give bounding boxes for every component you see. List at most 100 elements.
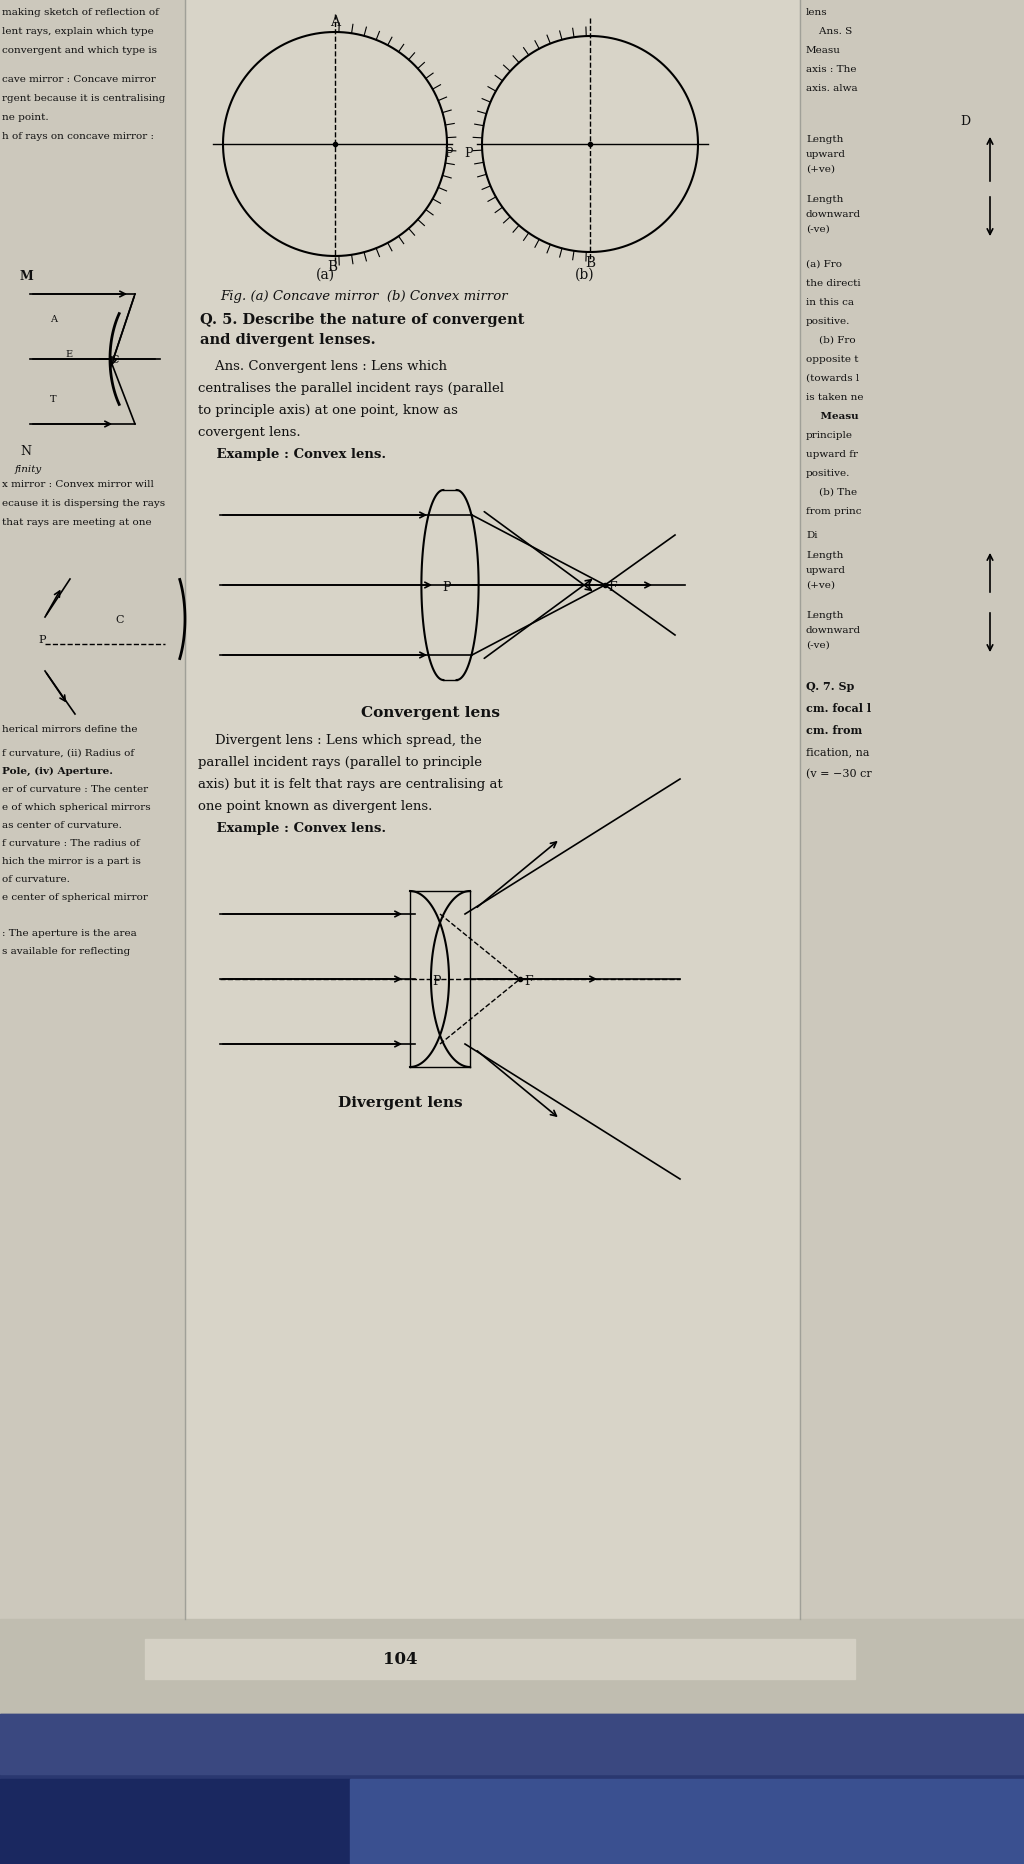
Bar [145,1638,855,1679]
Text: cave mirror : Concave mirror: cave mirror : Concave mirror [2,75,156,84]
Bar [800,0,1024,1620]
Text: rgent because it is centralising: rgent because it is centralising [2,93,165,103]
Text: (b) The: (b) The [806,488,857,496]
Text: Divergent lens : Lens which spread, the: Divergent lens : Lens which spread, the [198,734,481,747]
Text: T: T [50,395,56,404]
Text: D: D [961,116,970,129]
Text: as center of curvature.: as center of curvature. [2,820,122,829]
Text: Di: Di [806,531,817,541]
Bar [350,1778,1024,1864]
Text: A: A [50,315,57,324]
Text: downward: downward [806,211,861,218]
Text: lent rays, explain which type: lent rays, explain which type [2,26,154,35]
Text: lens: lens [806,7,827,17]
Text: C: C [110,354,119,365]
Bar [0,1715,1024,1775]
Text: h of rays on concave mirror :: h of rays on concave mirror : [2,132,154,142]
Text: s available for reflecting: s available for reflecting [2,947,130,956]
Text: (+ve): (+ve) [806,164,835,173]
Text: N: N [20,445,31,459]
Text: positive.: positive. [806,317,850,326]
Text: : The aperture is the area: : The aperture is the area [2,928,137,938]
Text: principle: principle [806,431,853,440]
Text: (a) Fro: (a) Fro [806,259,842,268]
Text: opposite t: opposite t [806,354,858,363]
Text: finity: finity [15,464,42,473]
Text: axis. alwa: axis. alwa [806,84,858,93]
Text: F: F [608,582,616,593]
Bar [0,1715,1024,1864]
Text: of curvature.: of curvature. [2,874,70,884]
Text: Example : Convex lens.: Example : Convex lens. [198,447,386,460]
Text: Convergent lens: Convergent lens [360,706,500,720]
Text: e of which spherical mirrors: e of which spherical mirrors [2,803,151,811]
Text: (b): (b) [575,268,595,281]
Bar [0,0,185,1620]
Text: Ans. S: Ans. S [806,26,852,35]
Text: P: P [444,147,453,160]
Text: (-ve): (-ve) [806,226,829,233]
Bar [0,1778,350,1864]
Text: Length: Length [806,550,844,559]
Text: (b) Fro: (b) Fro [806,336,856,345]
Text: 104: 104 [383,1650,417,1666]
Text: is taken ne: is taken ne [806,393,863,403]
Text: Measu: Measu [806,47,841,54]
Text: Divergent lens: Divergent lens [338,1096,462,1109]
Text: covergent lens.: covergent lens. [198,425,301,438]
Text: Length: Length [806,196,844,203]
Text: A: A [330,15,340,30]
Text: downward: downward [806,626,861,634]
Text: upward: upward [806,149,846,158]
Text: P: P [432,975,440,988]
Text: that rays are meeting at one: that rays are meeting at one [2,518,152,528]
Text: one point known as divergent lens.: one point known as divergent lens. [198,800,432,813]
Text: centralises the parallel incident rays (parallel: centralises the parallel incident rays (… [198,382,504,395]
Text: (+ve): (+ve) [806,582,835,589]
Text: Example : Convex lens.: Example : Convex lens. [198,822,386,835]
Text: B: B [327,259,337,274]
Text: (towards l: (towards l [806,375,859,382]
Text: P: P [38,634,45,645]
Text: ecause it is dispersing the rays: ecause it is dispersing the rays [2,500,165,507]
Text: the directi: the directi [806,280,860,287]
Text: P: P [464,147,472,160]
Text: Fig. (a) Concave mirror  (b) Convex mirror: Fig. (a) Concave mirror (b) Convex mirro… [220,289,508,302]
Bar [0,1620,1024,1715]
Text: positive.: positive. [806,468,850,477]
Text: P: P [442,582,451,593]
Text: cm. from: cm. from [806,725,862,736]
Text: axis) but it is felt that rays are centralising at: axis) but it is felt that rays are centr… [198,777,503,790]
Text: x mirror : Convex mirror will: x mirror : Convex mirror will [2,479,154,488]
Text: Length: Length [806,611,844,619]
Text: making sketch of reflection of: making sketch of reflection of [2,7,159,17]
Text: Q. 5. Describe the nature of convergent: Q. 5. Describe the nature of convergent [200,313,524,326]
Text: upward fr: upward fr [806,449,858,459]
Text: e center of spherical mirror: e center of spherical mirror [2,893,147,902]
Text: (-ve): (-ve) [806,641,829,651]
Text: (a): (a) [315,268,335,281]
Text: Pole, (iv) Aperture.: Pole, (iv) Aperture. [2,766,113,775]
Bar [185,0,800,1620]
Text: fication, na: fication, na [806,747,869,757]
Text: F: F [524,975,532,988]
Text: convergent and which type is: convergent and which type is [2,47,157,54]
Text: Length: Length [806,134,844,144]
Text: axis : The: axis : The [806,65,856,75]
Text: herical mirrors define the: herical mirrors define the [2,725,137,734]
Text: parallel incident rays (parallel to principle: parallel incident rays (parallel to prin… [198,755,482,768]
Text: to principle axis) at one point, know as: to principle axis) at one point, know as [198,404,458,418]
Text: M: M [20,270,34,283]
Text: Ans. Convergent lens : Lens which: Ans. Convergent lens : Lens which [198,360,447,373]
Text: f curvature : The radius of: f curvature : The radius of [2,839,139,848]
Text: B: B [585,255,595,270]
Text: upward: upward [806,565,846,574]
Text: and divergent lenses.: and divergent lenses. [200,334,376,347]
Text: Measu: Measu [806,412,859,421]
Text: E: E [65,350,72,358]
Text: Q. 7. Sp: Q. 7. Sp [806,680,854,692]
Text: ne point.: ne point. [2,114,48,121]
Text: in this ca: in this ca [806,298,854,308]
Text: from princ: from princ [806,507,861,516]
Text: (v = −30 cr: (v = −30 cr [806,768,871,779]
